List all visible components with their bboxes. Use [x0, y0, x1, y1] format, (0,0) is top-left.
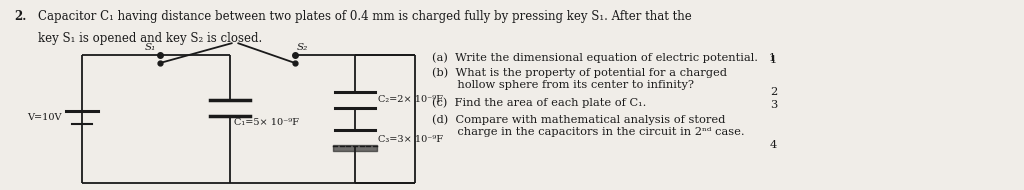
Text: (a)  Write the dimensional equation of electric potential.   1: (a) Write the dimensional equation of el…: [432, 52, 776, 63]
Text: 4: 4: [770, 140, 777, 150]
Text: (b)  What is the property of potential for a charged: (b) What is the property of potential fo…: [432, 67, 727, 78]
Text: hollow sphere from its center to infinity?: hollow sphere from its center to infinit…: [432, 80, 694, 90]
Text: Capacitor C₁ having distance between two plates of 0.4 mm is charged fully by pr: Capacitor C₁ having distance between two…: [38, 10, 692, 23]
Text: S₁: S₁: [144, 43, 156, 52]
Text: S₂: S₂: [297, 43, 308, 52]
Text: (c)  Find the area of each plate of C₁.: (c) Find the area of each plate of C₁.: [432, 97, 646, 108]
Text: key S₁ is opened and key S₂ is closed.: key S₁ is opened and key S₂ is closed.: [38, 32, 262, 45]
Text: 1: 1: [770, 55, 777, 65]
Text: (d)  Compare with mathematical analysis of stored: (d) Compare with mathematical analysis o…: [432, 114, 725, 125]
Text: charge in the capacitors in the circuit in 2ⁿᵈ case.: charge in the capacitors in the circuit …: [432, 127, 744, 137]
Text: C₁=5× 10⁻⁹F: C₁=5× 10⁻⁹F: [234, 118, 299, 127]
Text: 2.: 2.: [14, 10, 27, 23]
Text: V=10V: V=10V: [28, 112, 62, 121]
Text: 2: 2: [770, 87, 777, 97]
Text: C₂=2× 10⁻⁹F: C₂=2× 10⁻⁹F: [378, 96, 443, 105]
Text: 3: 3: [770, 100, 777, 110]
Text: C₃=3× 10⁻⁹F: C₃=3× 10⁻⁹F: [378, 135, 443, 145]
